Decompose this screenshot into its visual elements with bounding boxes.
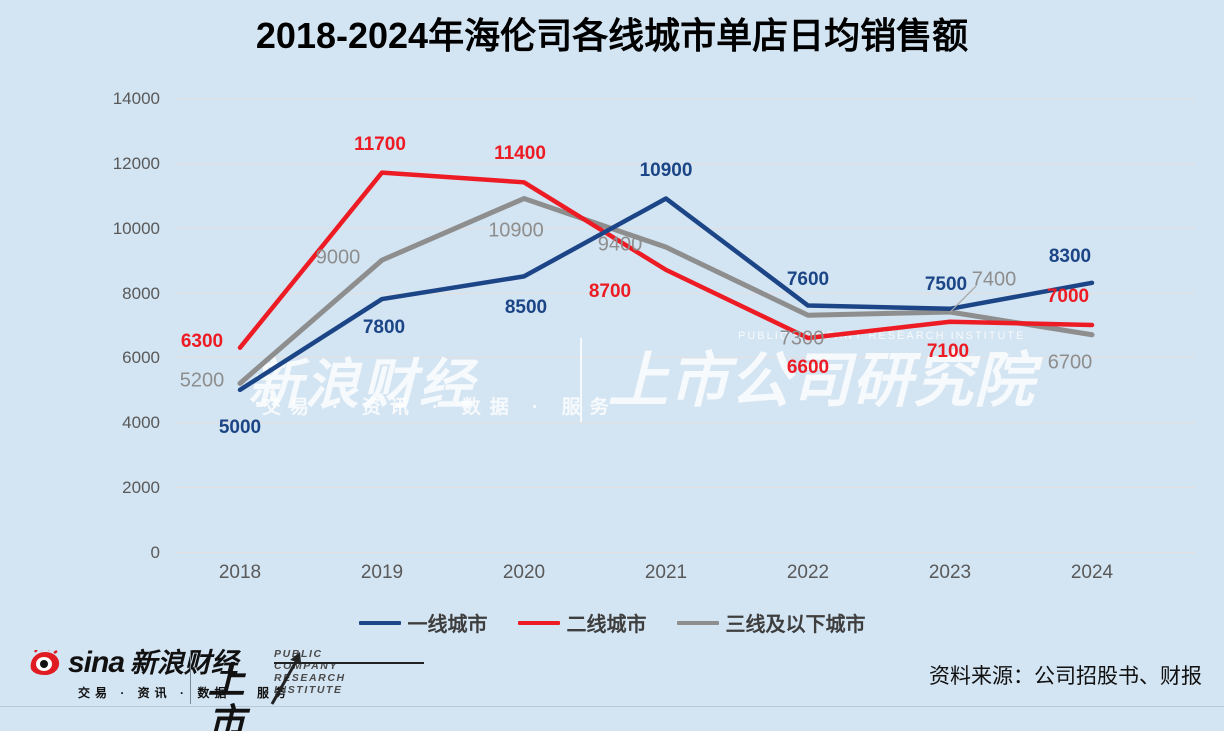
y-axis-tick-label: 14000 [112,89,160,108]
data-point-label: 10900 [488,219,544,242]
y-axis-tick-label: 2000 [122,478,160,498]
y-axis-tick-label: 8000 [122,283,160,303]
legend-swatch-icon [517,620,560,625]
x-axis-tick-label: 2024 [1070,562,1114,583]
watermark-divider [580,338,582,422]
legend-item-1[interactable]: 二线城市 [517,608,647,637]
x-axis-tick-label: 2020 [502,562,546,583]
data-point-label: 7600 [786,268,830,290]
x-axis-tick-label: 2022 [786,562,830,583]
y-axis-tick-label: 10000 [112,218,160,238]
arrow-icon [268,650,304,711]
data-point-label: 9400 [597,233,643,256]
y-axis-tick-label: 6000 [122,348,160,368]
sina-eye-icon [28,646,62,678]
data-point-label: 11400 [494,143,546,165]
legend-label: 二线城市 [566,614,647,636]
sina-chinese-name: 新浪财经 [130,648,239,678]
gridline [175,98,1195,99]
y-axis-tick-label: 12000 [112,153,160,173]
gridline [175,162,1195,164]
data-point-label: 8500 [504,297,548,319]
gridline [175,552,1195,553]
page-title: 2018-2024年海伦司各线城市单店日均销售额 [255,15,969,56]
data-point-label: 7400 [971,268,1017,291]
legend-swatch-icon [358,620,401,625]
gridline [175,292,1195,294]
chart-legend: 一线城市 二线城市 三线及以下城市 [0,608,1224,637]
gridline [175,227,1195,229]
footer-logo-separator [190,650,191,704]
plot-area: 0 2000 4000 6000 8000 10000 12000 14000 2018 201… [112,89,1195,583]
line-series-0 [237,196,1095,393]
data-point-label: 8700 [588,280,632,302]
pcri-chinese-name: 上市公司研究院 [208,660,245,731]
footer: sina 新浪财经 交易 · 资讯 · 数据 · 服务 PUBLIC COMPA… [0,640,1224,731]
line-series-1 [237,170,1095,350]
data-point-label: 10900 [639,159,693,181]
data-point-label: 7800 [362,317,406,339]
data-point-label: 6300 [180,330,224,352]
data-point-label: 8300 [1048,245,1092,267]
label-leader-line [949,285,977,313]
data-point-label: 5200 [179,369,225,392]
legend-label: 一线城市 [407,614,488,636]
data-point-label: 11700 [354,133,406,155]
x-axis-tick-label: 2019 [360,562,404,583]
data-point-label: 7000 [1046,286,1090,307]
source-note: 资料来源：公司招股书、财报 [929,665,1202,688]
y-axis-tick-label: 0 [150,543,160,562]
x-axis-tick-label: 2023 [928,562,972,583]
gridline [175,487,1195,489]
data-point-label: 7100 [926,340,970,362]
legend-item-2[interactable]: 三线及以下城市 [676,608,866,637]
data-point-label: 7500 [924,273,968,295]
gridline [175,357,1195,359]
x-axis-tick-label: 2021 [644,562,688,583]
legend-swatch-icon [676,620,719,625]
data-point-label: 6600 [786,356,830,378]
series-lines [237,170,1095,393]
legend-item-0[interactable]: 一线城市 [358,608,488,637]
sina-tagline: 交易 · 资讯 · 数据 · 服务 [78,686,291,700]
data-point-label: 7300 [779,327,825,350]
legend-label: 三线及以下城市 [725,614,866,636]
data-point-label: 5000 [218,416,262,438]
sina-wordmark: sina [68,646,125,679]
data-point-label: 6700 [1047,351,1093,374]
data-point-label: 9000 [315,246,361,269]
x-axis-tick-label: 2018 [218,562,262,583]
footer-divider [0,706,1224,707]
pcri-underline [274,662,424,664]
y-axis-tick-label: 4000 [122,413,160,433]
sina-finance-logo: sina 新浪财经 [28,646,239,679]
gridline [175,422,1195,424]
